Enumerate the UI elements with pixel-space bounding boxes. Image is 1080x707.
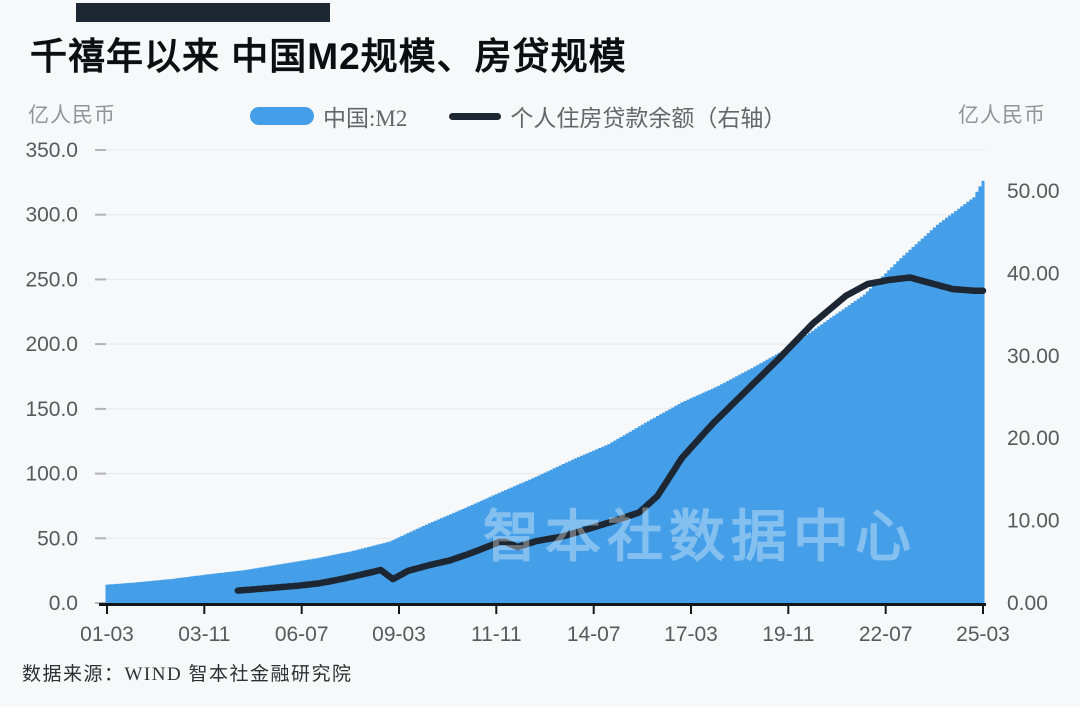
- x-axis-tick-label: 09-03: [372, 623, 426, 646]
- x-axis-tick-label: 22-07: [859, 623, 913, 646]
- x-axis-tick-label: 19-11: [762, 623, 814, 646]
- watermark: 智本社数据中心: [483, 505, 917, 568]
- right-axis-tick-label: 40.00: [1007, 262, 1060, 285]
- x-axis-tick-label: 14-07: [567, 623, 621, 646]
- x-axis-tick-label: 11-11: [471, 623, 522, 646]
- left-axis-tick-label: 200.0: [25, 333, 78, 356]
- left-axis-tick-label: 50.0: [37, 527, 78, 550]
- legend-item-mortgage: 个人住房贷款余额（右轴）: [449, 99, 786, 133]
- left-axis-tick-label: 300.0: [25, 204, 78, 227]
- m2-area-swatch-icon: [250, 107, 314, 125]
- source-note: 数据来源：WIND 智本社金融研究院: [22, 664, 353, 685]
- right-axis-unit-label: 亿人民币: [958, 104, 1046, 127]
- left-axis-unit-label: 亿人民币: [28, 104, 116, 127]
- mortgage-line-swatch-icon: [449, 112, 502, 120]
- legend-label-mortgage: 个人住房贷款余额（右轴）: [510, 106, 787, 131]
- right-axis-tick-label: 30.00: [1007, 345, 1060, 368]
- mortgage-line-series: [234, 274, 987, 594]
- data-series: [105, 180, 987, 603]
- left-axis-tick-label: 100.0: [25, 463, 78, 486]
- x-axis-tick-label: 17-03: [664, 623, 718, 646]
- x-axis-tick-label: 25-03: [956, 623, 1010, 646]
- left-axis-tick-label: 350.0: [25, 139, 78, 162]
- x-axis-tick-label: 03-11: [178, 623, 230, 646]
- x-axis-tick-label: 01-03: [80, 623, 134, 646]
- accent-bar: [76, 3, 330, 22]
- right-axis-tick-label: 10.00: [1007, 510, 1060, 533]
- legend-label-m2: 中国:M2: [323, 106, 408, 131]
- x-axis-tick-label: 06-07: [275, 623, 329, 646]
- legend: 中国:M2 个人住房贷款余额（右轴）: [250, 99, 786, 133]
- axes: 350.0 300.0 250.0 200.0 150.0 100.0 50.0 0.0 50.…: [25, 139, 1059, 646]
- page-title: 千禧年以来 中国M2规模、房贷规模: [30, 36, 627, 77]
- m2-area-series: [105, 180, 985, 603]
- left-axis-tick-label: 0.0: [49, 592, 78, 615]
- left-axis-tick-label: 250.0: [25, 268, 78, 291]
- right-axis-tick-label: 0.00: [1007, 592, 1048, 615]
- legend-item-m2: 中国:M2: [250, 99, 407, 133]
- left-axis-tick-label: 150.0: [25, 398, 78, 421]
- right-axis-tick-label: 50.00: [1007, 180, 1060, 203]
- right-axis-tick-label: 20.00: [1007, 427, 1060, 450]
